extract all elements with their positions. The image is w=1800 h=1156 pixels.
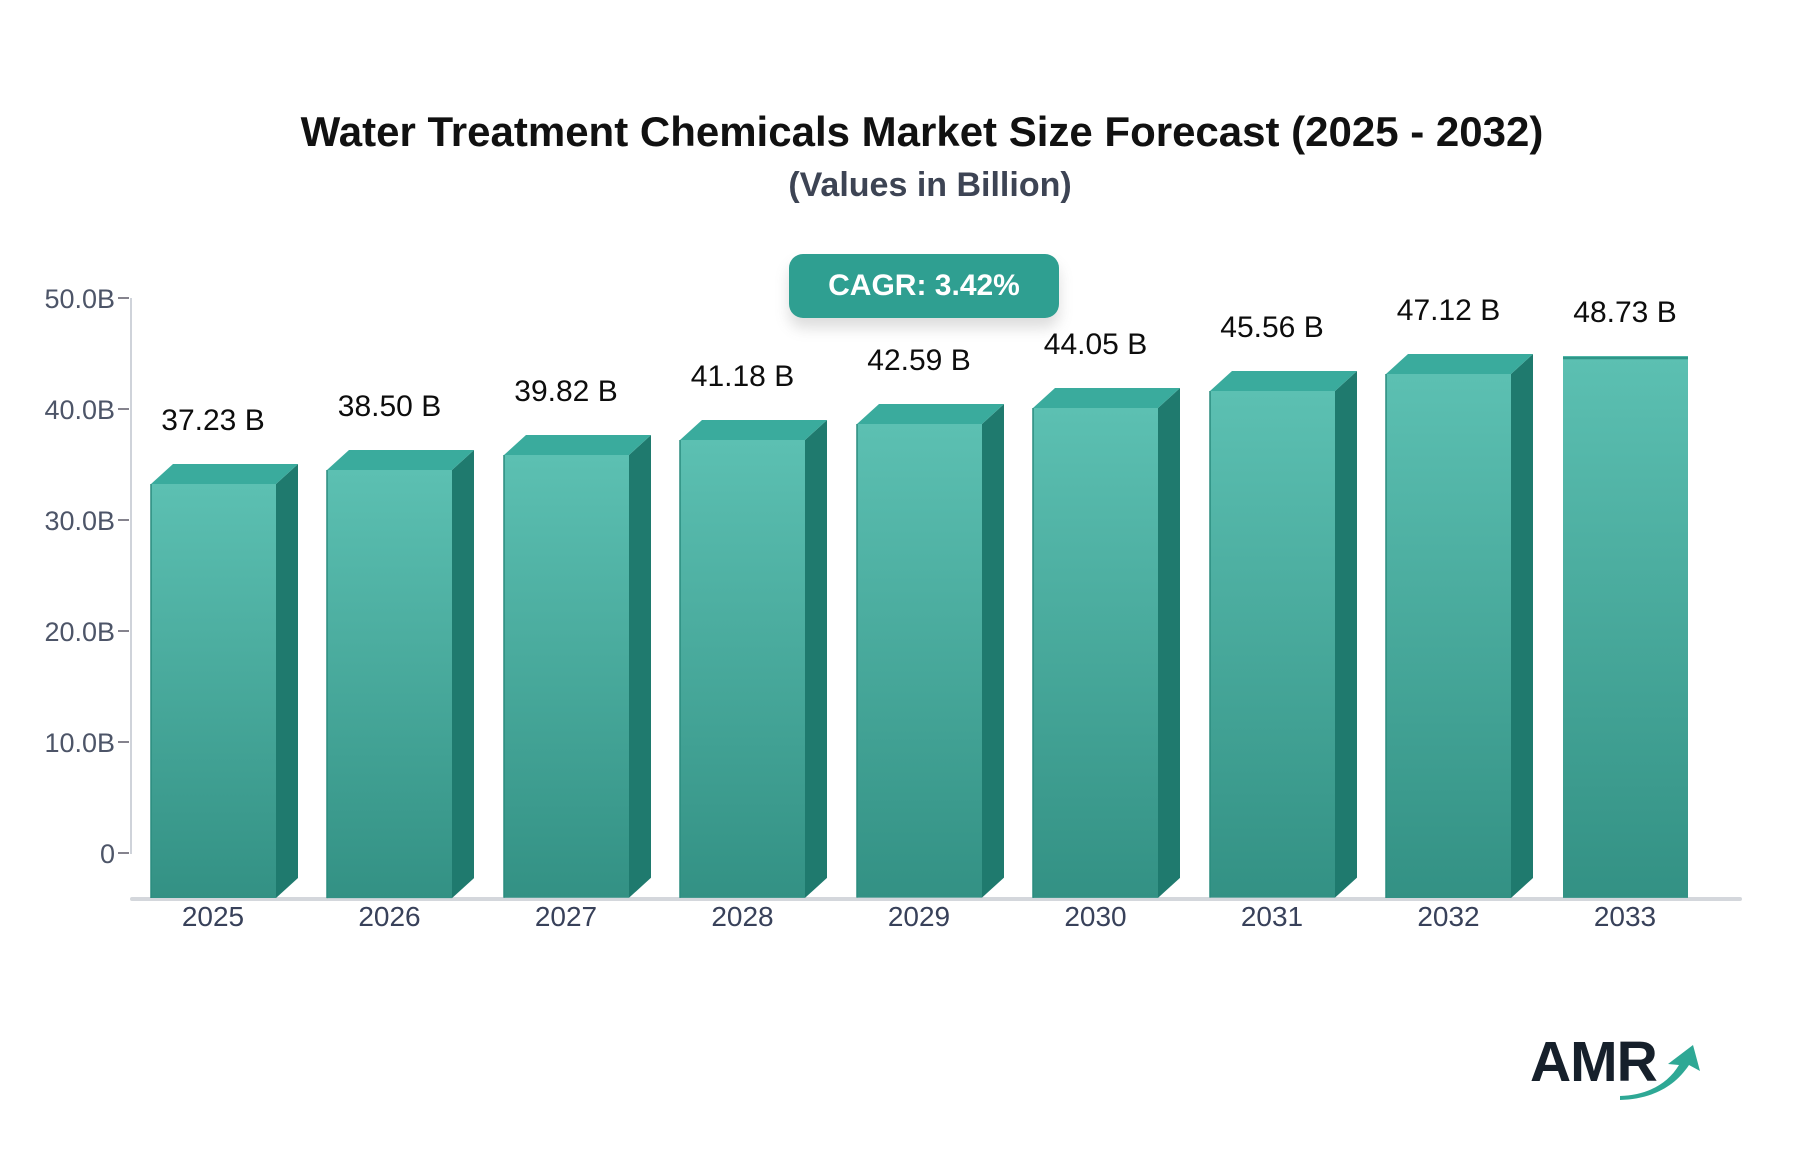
svg-text:AMR: AMR xyxy=(1530,1030,1657,1094)
